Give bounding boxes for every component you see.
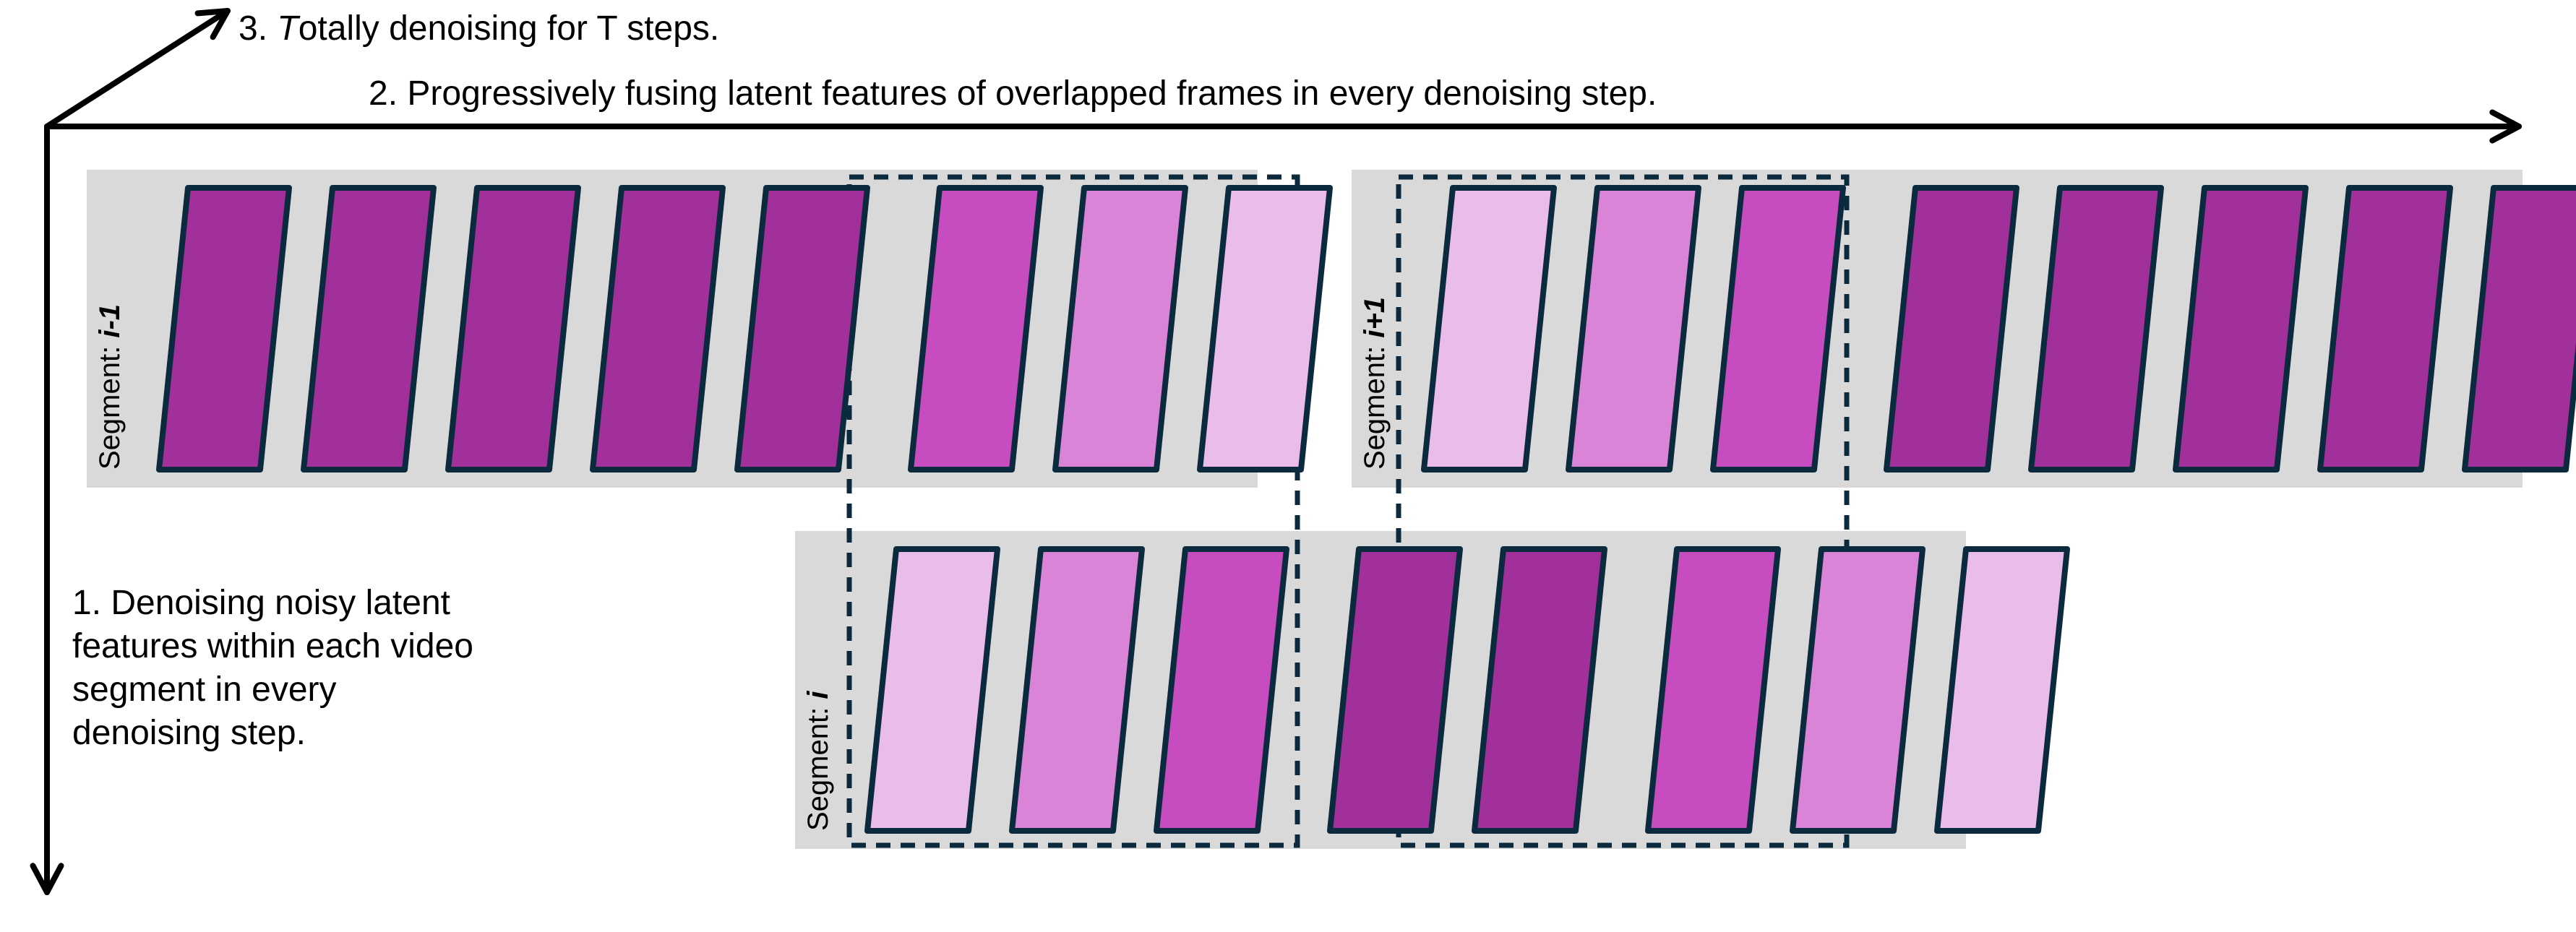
segment-label: Segment: i-1	[94, 304, 126, 470]
label-step1-line: segment in every	[72, 670, 337, 709]
label-step2: 2. Progressively fusing latent features …	[369, 74, 1657, 113]
label-step1-line: features within each video	[72, 627, 473, 665]
segment-label: Segment: i+1	[1359, 297, 1391, 470]
label-step1-line: denoising step.	[72, 714, 306, 752]
label-step3: 3. Totally denoising for T steps.	[239, 9, 719, 48]
segment-label: Segment: i	[802, 691, 834, 831]
label-step1-line: 1. Denoising noisy latent	[72, 584, 450, 622]
axis-diagonal	[47, 11, 228, 126]
